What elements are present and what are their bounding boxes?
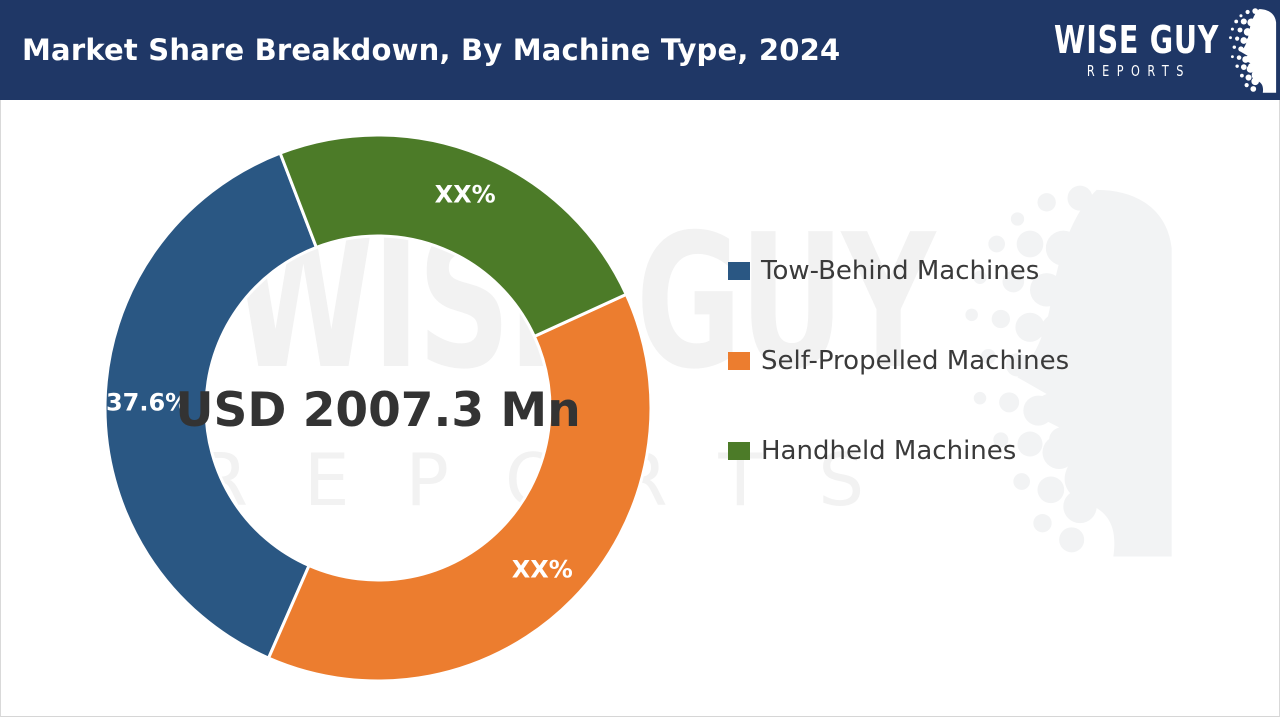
- donut-segment-2: [278, 133, 628, 338]
- brand-logo: WISE GUY REPORTS: [999, 0, 1278, 100]
- header-bar: Market Share Breakdown, By Machine Type,…: [0, 0, 1280, 100]
- page-title: Market Share Breakdown, By Machine Type,…: [22, 33, 841, 67]
- brand-name: WISE GUY: [1053, 17, 1219, 62]
- legend-item-2: Handheld Machines: [728, 432, 1069, 470]
- donut-segment-1: [267, 292, 653, 683]
- brand-face-icon: [1229, 8, 1277, 93]
- legend-label: Tow-Behind Machines: [761, 256, 1040, 286]
- legend-item-0: Tow-Behind Machines: [728, 252, 1069, 290]
- donut-center-label: USD 2007.3 Mn: [175, 383, 581, 438]
- donut-segment-0: [103, 151, 318, 660]
- legend-label: Self-Propelled Machines: [761, 346, 1070, 376]
- legend-swatch-icon: [728, 262, 750, 280]
- segment-label-0: 37.6%: [106, 389, 189, 417]
- legend-swatch-icon: [728, 442, 750, 460]
- legend-swatch-icon: [728, 352, 750, 370]
- chart-legend: Tow-Behind Machines Self-Propelled Machin…: [728, 252, 1069, 522]
- legend-item-1: Self-Propelled Machines: [728, 342, 1069, 380]
- brand-wordmark: WISE GUY REPORTS: [1054, 21, 1219, 80]
- legend-label: Handheld Machines: [761, 436, 1017, 466]
- brand-tagline: REPORTS: [1086, 61, 1191, 80]
- segment-label-2: XX%: [435, 181, 496, 209]
- segment-label-1: XX%: [512, 556, 573, 584]
- donut-chart: 37.6% XX% XX%: [103, 133, 653, 683]
